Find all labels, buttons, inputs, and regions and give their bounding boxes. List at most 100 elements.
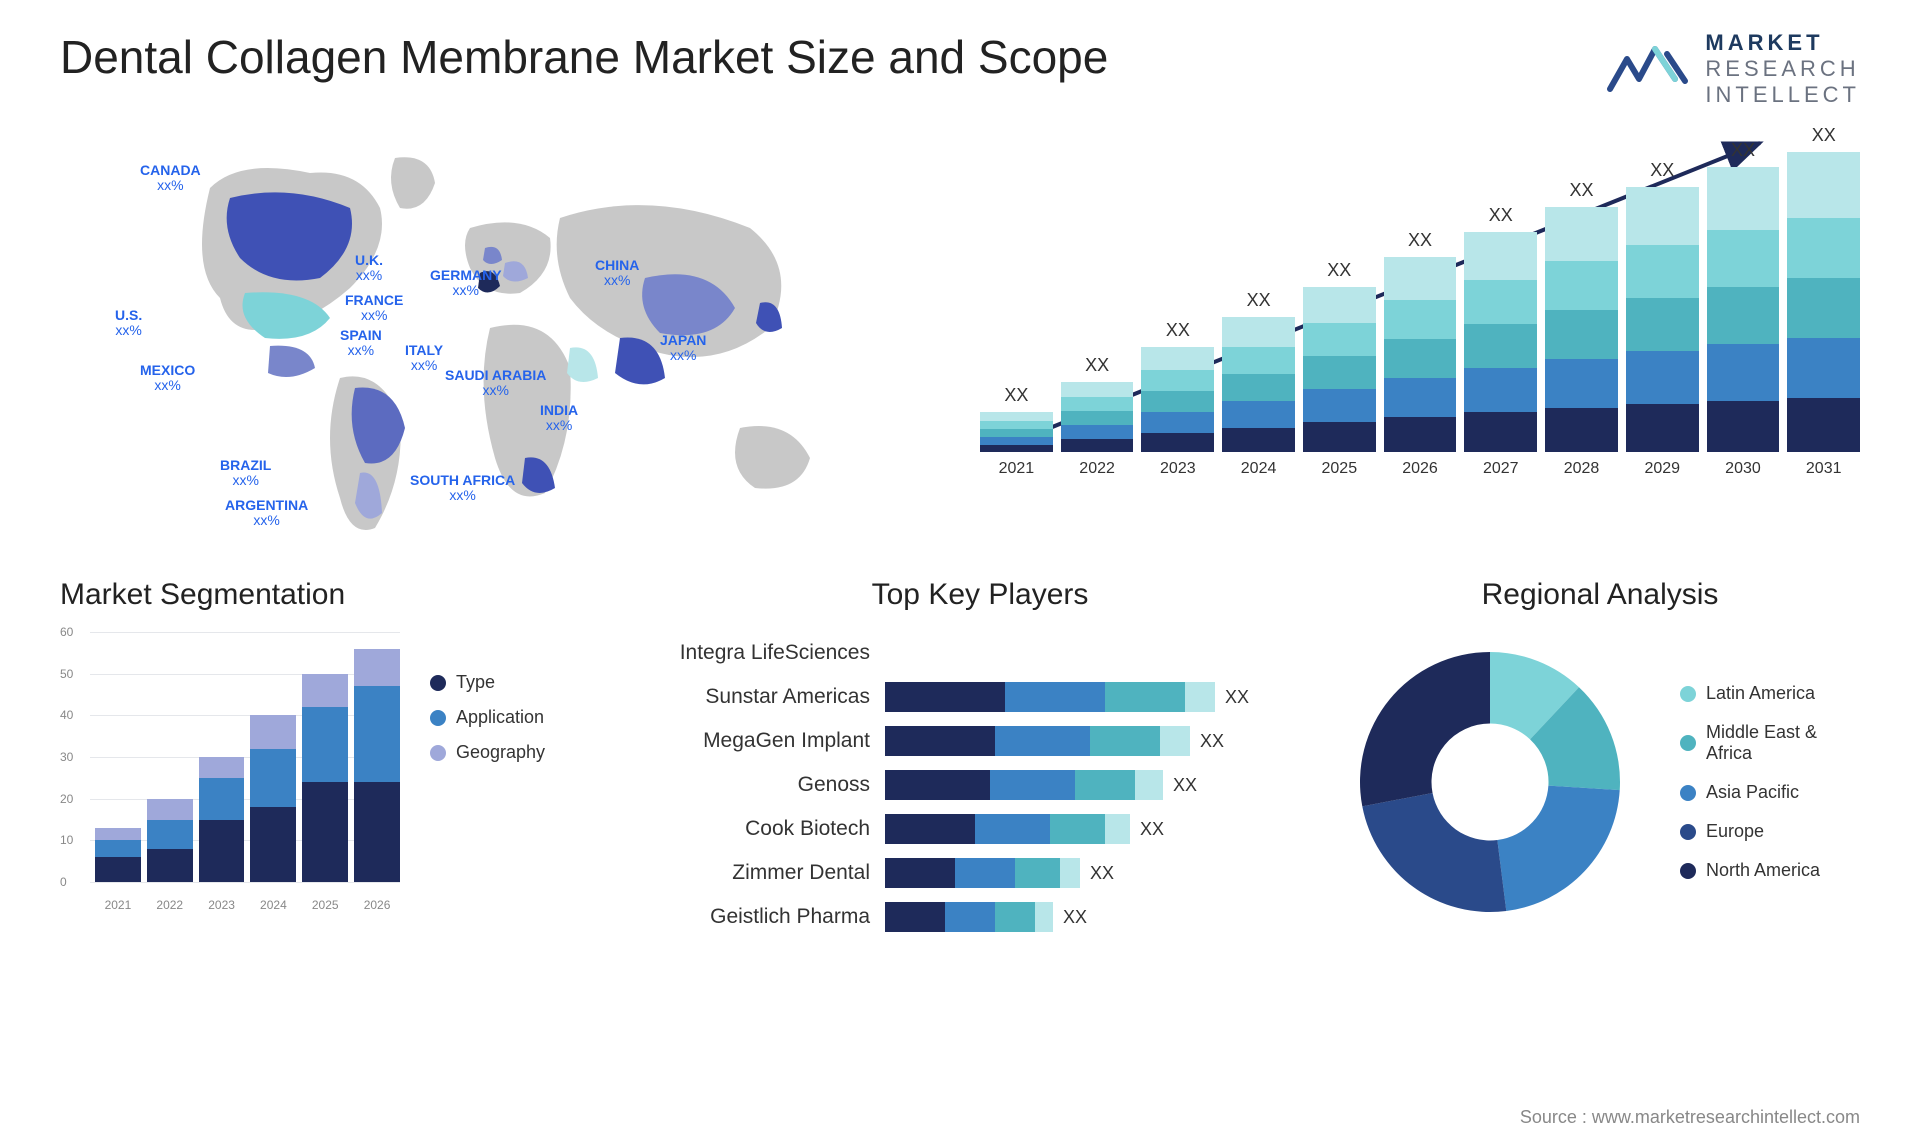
seg-bar (147, 799, 193, 882)
legend-item: Geography (430, 742, 545, 763)
logo-line3: INTELLECT (1705, 82, 1860, 108)
growth-bar-value: XX (1247, 290, 1271, 311)
legend-item: Type (430, 672, 545, 693)
segmentation-title: Market Segmentation (60, 578, 620, 612)
logo-mark-icon (1605, 39, 1690, 99)
growth-bar-value: XX (1004, 385, 1028, 406)
legend-item: Asia Pacific (1680, 782, 1860, 803)
growth-bar-value: XX (1408, 230, 1432, 251)
donut-slice (1360, 652, 1490, 806)
legend-item: Latin America (1680, 683, 1860, 704)
world-map-panel: CANADAxx%U.S.xx%MEXICOxx%BRAZILxx%ARGENT… (60, 128, 940, 548)
logo-line1: MARKET (1705, 30, 1860, 56)
map-country-label: BRAZILxx% (220, 458, 271, 489)
map-country-label: GERMANYxx% (430, 268, 502, 299)
segmentation-chart: 0102030405060202120222023202420252026 (60, 632, 400, 912)
seg-ytick: 60 (60, 625, 73, 639)
seg-bar (250, 715, 296, 882)
growth-bar-year: 2027 (1483, 460, 1519, 478)
growth-bar-value: XX (1812, 125, 1836, 146)
seg-bar (354, 649, 400, 882)
seg-xlabel: 2024 (250, 898, 296, 912)
seg-ytick: 20 (60, 792, 73, 806)
legend-item: North America (1680, 860, 1860, 881)
growth-bar-year: 2023 (1160, 460, 1196, 478)
map-country-label: CHINAxx% (595, 258, 639, 289)
growth-bar-value: XX (1327, 260, 1351, 281)
growth-bar: XX 2025 (1303, 260, 1376, 478)
growth-bar-value: XX (1570, 180, 1594, 201)
growth-bar-value: XX (1085, 355, 1109, 376)
growth-bar-value: XX (1650, 160, 1674, 181)
brand-logo: MARKET RESEARCH INTELLECT (1605, 30, 1860, 108)
regional-donut-chart (1340, 632, 1640, 932)
seg-xlabel: 2026 (354, 898, 400, 912)
growth-bar: XX2031 (1787, 125, 1860, 478)
regional-legend: Latin America Middle East & Africa Asia Pa… (1680, 683, 1860, 881)
seg-ytick: 0 (60, 875, 67, 889)
growth-bar: XX 2023 (1141, 320, 1214, 478)
growth-bar: XX 2026 (1384, 230, 1457, 478)
player-value: XX (1090, 863, 1114, 884)
map-country-label: SPAINxx% (340, 328, 382, 359)
growth-bar-year: 2028 (1564, 460, 1600, 478)
player-row: Geistlich Pharma XX (660, 896, 1300, 938)
map-country-label: CANADAxx% (140, 163, 201, 194)
player-row: Genoss XX (660, 764, 1300, 806)
growth-bar: XX 2028 (1545, 180, 1618, 478)
segmentation-legend: Type Application Geography (430, 632, 545, 763)
legend-item: Middle East & Africa (1680, 722, 1860, 764)
seg-xlabel: 2025 (302, 898, 348, 912)
growth-bar-value: XX (1166, 320, 1190, 341)
logo-line2: RESEARCH (1705, 56, 1860, 82)
player-name: Zimmer Dental (660, 861, 885, 885)
growth-bar: XX 2024 (1222, 290, 1295, 478)
legend-item: Application (430, 707, 545, 728)
growth-bar-year: 2022 (1079, 460, 1115, 478)
player-name: Genoss (660, 773, 885, 797)
growth-bar-value: XX (1489, 205, 1513, 226)
growth-bar-year: 2026 (1402, 460, 1438, 478)
page-title: Dental Collagen Membrane Market Size and… (60, 30, 1108, 84)
seg-bar (95, 828, 141, 882)
players-chart: Integra LifeSciencesSunstar AmericasXXMe… (660, 632, 1300, 938)
seg-bar (199, 757, 245, 882)
legend-item: Europe (1680, 821, 1860, 842)
player-row: Zimmer Dental XX (660, 852, 1300, 894)
seg-bar (302, 674, 348, 882)
player-value: XX (1173, 775, 1197, 796)
regional-panel: Regional Analysis Latin America Middle Ea… (1340, 578, 1860, 938)
donut-slice (1362, 793, 1506, 912)
regional-title: Regional Analysis (1340, 578, 1860, 612)
player-value: XX (1140, 819, 1164, 840)
player-name: Integra LifeSciences (660, 641, 885, 665)
growth-bar: XX 2022 (1061, 355, 1134, 478)
growth-bar-year: 2025 (1322, 460, 1358, 478)
donut-slice (1497, 786, 1619, 911)
source-attribution: Source : www.marketresearchintellect.com (1520, 1107, 1860, 1128)
seg-xlabel: 2022 (147, 898, 193, 912)
segmentation-panel: Market Segmentation 01020304050602021202… (60, 578, 620, 938)
player-value: XX (1063, 907, 1087, 928)
growth-bar-value: XX (1731, 140, 1755, 161)
seg-ytick: 50 (60, 667, 73, 681)
seg-xlabel: 2023 (199, 898, 245, 912)
seg-xlabel: 2021 (95, 898, 141, 912)
player-name: Cook Biotech (660, 817, 885, 841)
growth-bar-year: 2024 (1241, 460, 1277, 478)
growth-bar: XX2030 (1707, 140, 1780, 478)
growth-bar: XX2021 (980, 385, 1053, 478)
growth-bar-year: 2029 (1644, 460, 1680, 478)
players-title: Top Key Players (660, 578, 1300, 612)
map-country-label: SOUTH AFRICAxx% (410, 473, 515, 504)
map-country-label: INDIAxx% (540, 403, 578, 434)
map-country-label: ARGENTINAxx% (225, 498, 308, 529)
growth-bar: XX 2029 (1626, 160, 1699, 478)
map-country-label: ITALYxx% (405, 343, 443, 374)
growth-chart-panel: XX2021XX2022XX2023XX2024XX2025XX2026XX20… (980, 128, 1860, 548)
player-value: XX (1225, 687, 1249, 708)
player-row: MegaGen ImplantXX (660, 720, 1300, 762)
players-panel: Top Key Players Integra LifeSciencesSuns… (660, 578, 1300, 938)
player-name: Geistlich Pharma (660, 905, 885, 929)
seg-ytick: 10 (60, 833, 73, 847)
